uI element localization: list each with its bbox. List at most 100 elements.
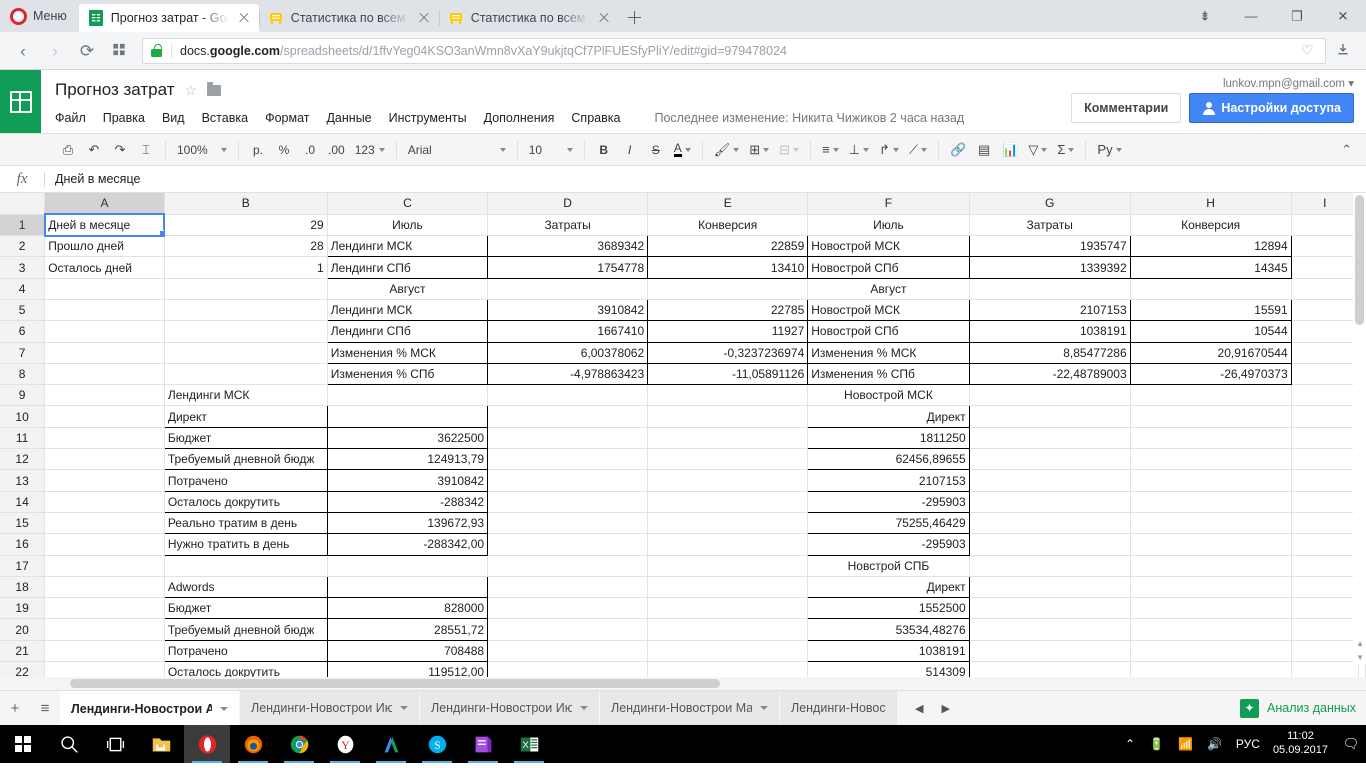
action-center-icon[interactable]: 🗨	[1342, 736, 1360, 751]
insert-link-button[interactable]: 🔗	[945, 137, 971, 162]
strikethrough-button[interactable]: S	[643, 137, 669, 162]
cell-B11[interactable]: Бюджет	[163, 426, 328, 450]
insert-comment-button[interactable]: ▤	[971, 137, 997, 162]
cell-A3[interactable]: Осталось дней	[44, 256, 165, 279]
menu-item-insert[interactable]: Вставка	[201, 111, 249, 125]
cell-D8[interactable]: -4,978863423	[487, 362, 649, 386]
cell-F3[interactable]: Новострой СПб	[807, 256, 970, 279]
cell-F12[interactable]: 62456,89655	[807, 448, 970, 471]
cell-F16[interactable]: -295903	[807, 533, 970, 556]
forward-button[interactable]: ›	[40, 36, 70, 66]
row-header-20[interactable]: 20	[0, 618, 46, 641]
task-view-button[interactable]	[92, 725, 138, 763]
column-header-i[interactable]: I	[1291, 193, 1360, 215]
row-header-18[interactable]: 18	[0, 576, 46, 599]
cell-B1[interactable]: 29	[164, 214, 328, 237]
cell-C16[interactable]: -288342,00	[326, 533, 489, 556]
taskbar-excel[interactable]: X	[506, 725, 552, 763]
cell-B6[interactable]	[164, 320, 328, 343]
cell-B8[interactable]	[164, 363, 328, 386]
cell-G7[interactable]: 8,85477286	[968, 341, 1131, 364]
menu-item-help[interactable]: Справка	[571, 111, 621, 125]
cell-C17[interactable]	[327, 555, 489, 577]
cell-C4[interactable]: Август	[327, 278, 489, 300]
cell-D9[interactable]	[487, 384, 649, 407]
cell-D13[interactable]	[487, 469, 649, 492]
row-header-6[interactable]: 6	[0, 320, 46, 343]
cell-G11[interactable]	[969, 427, 1131, 450]
cell-I13[interactable]	[1291, 469, 1360, 492]
select-all-button[interactable]	[0, 193, 46, 215]
row-header-12[interactable]: 12	[0, 448, 46, 471]
cell-A1[interactable]: Дней в месяце	[43, 213, 166, 237]
cell-D10[interactable]	[487, 405, 649, 428]
cell-B10[interactable]: Директ	[163, 405, 328, 428]
row-header-19[interactable]: 19	[0, 597, 46, 620]
cell-A5[interactable]	[44, 299, 165, 322]
cell-E19[interactable]	[647, 597, 809, 620]
show-hidden-icons-button[interactable]: ⌃	[1124, 737, 1136, 751]
cell-H20[interactable]	[1130, 618, 1292, 641]
cell-A19[interactable]	[44, 597, 165, 620]
cell-H6[interactable]: 10544	[1129, 320, 1292, 343]
cell-G15[interactable]	[969, 512, 1131, 535]
cell-E16[interactable]	[647, 533, 809, 556]
scroll-right-arrow-icon[interactable]: ▶	[941, 702, 950, 715]
row-header-7[interactable]: 7	[0, 342, 46, 364]
decrease-decimal-button[interactable]: .0	[304, 142, 315, 157]
cell-E6[interactable]: 11927	[647, 320, 809, 343]
cell-H21[interactable]	[1130, 640, 1292, 663]
cell-H16[interactable]	[1130, 533, 1292, 556]
back-button[interactable]: ‹	[8, 36, 38, 66]
cell-A20[interactable]	[44, 618, 165, 641]
menu-item-addons[interactable]: Дополнения	[483, 111, 555, 125]
sheet-tab-4[interactable]: Лендинги-Новострои Ап	[780, 691, 898, 725]
cell-D14[interactable]	[487, 491, 649, 513]
cell-F9[interactable]: Новострой МСК	[807, 384, 970, 407]
star-icon[interactable]: ☆	[184, 81, 198, 98]
taskbar-adwords[interactable]	[368, 725, 414, 763]
row-header-21[interactable]: 21	[0, 640, 46, 663]
chevron-down-icon[interactable]	[400, 706, 408, 710]
cell-C6[interactable]: Лендинги СПб	[326, 320, 489, 343]
folder-icon[interactable]	[207, 81, 222, 96]
column-header-f[interactable]: F	[807, 193, 970, 215]
text-rotation-button[interactable]: ⟋	[904, 137, 932, 162]
sheet-tab-0[interactable]: Лендинги-Новострои Август	[60, 691, 240, 725]
cell-F11[interactable]: 1811250	[807, 426, 970, 450]
cell-E14[interactable]	[647, 491, 809, 513]
cell-C14[interactable]: -288342	[326, 490, 489, 513]
cell-I20[interactable]	[1291, 618, 1360, 641]
cell-B17[interactable]	[164, 555, 328, 577]
speed-dial-button[interactable]	[104, 36, 134, 66]
cell-I11[interactable]	[1291, 427, 1360, 450]
bold-button[interactable]: B	[591, 137, 617, 162]
cell-A7[interactable]	[44, 342, 165, 364]
cell-G1[interactable]: Затраты	[969, 214, 1131, 237]
column-header-e[interactable]: E	[647, 193, 809, 215]
taskbar-yandex[interactable]: Y	[322, 725, 368, 763]
cell-I19[interactable]	[1291, 597, 1360, 620]
cell-C8[interactable]: Изменения % СПб	[326, 362, 489, 386]
cell-E2[interactable]: 22859	[647, 235, 809, 258]
cell-E21[interactable]	[647, 640, 809, 663]
close-icon[interactable]	[236, 10, 252, 26]
browser-tab-2[interactable]: Статистика по всем камп	[258, 4, 439, 32]
cell-B20[interactable]: Требуемый дневной бюдж	[163, 618, 328, 641]
column-header-c[interactable]: C	[327, 193, 489, 215]
currency-format-button[interactable]: р.	[252, 142, 263, 157]
cell-H5[interactable]: 15591	[1129, 298, 1292, 322]
menu-item-tools[interactable]: Инструменты	[388, 111, 467, 125]
cell-E3[interactable]: 13410	[647, 256, 809, 279]
close-window-button[interactable]: ✕	[1320, 0, 1366, 32]
cell-I1[interactable]	[1291, 214, 1360, 237]
cell-E22[interactable]	[647, 661, 809, 677]
cell-G2[interactable]: 1935747	[968, 235, 1131, 258]
row-header-22[interactable]: 22	[0, 661, 46, 677]
cell-G20[interactable]	[969, 618, 1131, 641]
scroll-left-arrow-icon[interactable]: ◀	[915, 702, 924, 715]
cell-G8[interactable]: -22,48789003	[968, 362, 1131, 386]
cell-D18[interactable]	[487, 576, 649, 599]
opera-menu-button[interactable]: Меню	[0, 0, 79, 32]
cell-F19[interactable]: 1552500	[807, 597, 970, 620]
